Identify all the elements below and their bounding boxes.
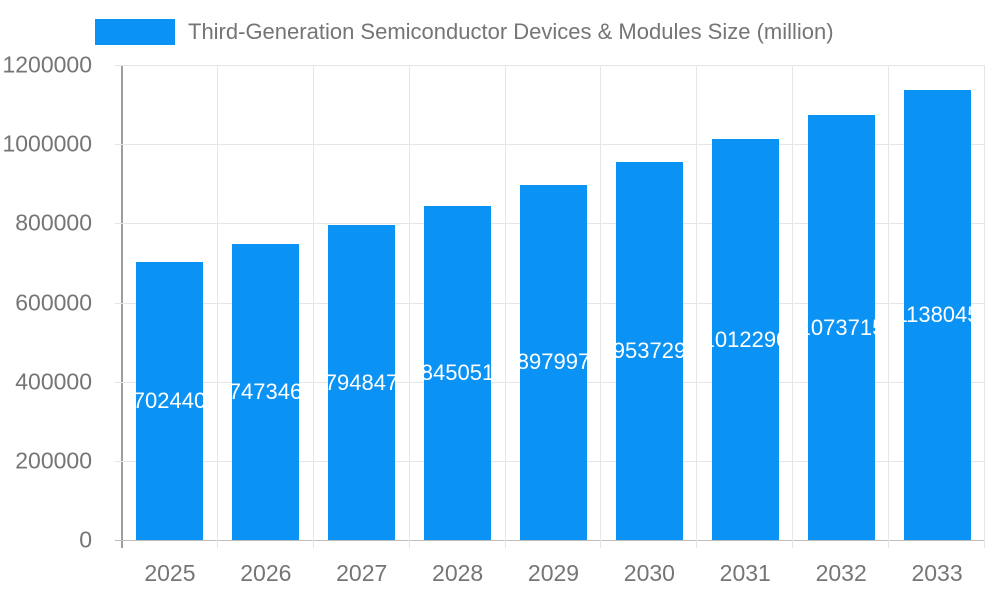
gridline-x-3 xyxy=(408,65,410,548)
bar-value-label-2031: 1012290 xyxy=(712,326,779,352)
x-axis-label-2032: 2032 xyxy=(815,560,867,586)
x-axis-label-2029: 2029 xyxy=(527,560,580,586)
gridline-x-8 xyxy=(888,65,890,548)
gridline-x-1 xyxy=(216,65,218,548)
gridline-x-4 xyxy=(504,65,506,548)
x-axis-label-2028: 2028 xyxy=(432,560,484,586)
chart-legend: Third-Generation Semiconductor Devices &… xyxy=(95,19,834,45)
x-axis-label-2033: 2033 xyxy=(911,560,963,586)
plot-area: 0 200000 400000 600000 800000 1000000 1200000 7… xyxy=(2,52,985,586)
y-axis-line xyxy=(121,65,123,548)
y-axis-label-1000000: 1000000 xyxy=(2,130,92,157)
bar-value-label-2025: 702440 xyxy=(136,387,203,413)
gridline-x-6 xyxy=(696,65,698,548)
gridline-x-7 xyxy=(792,65,794,548)
gridline-x-2 xyxy=(312,65,314,548)
bar-value-label-2029: 897997 xyxy=(520,349,587,375)
gridline-y-0 xyxy=(115,540,985,541)
bar-value-label-2026: 747346 xyxy=(232,379,299,405)
x-axis-label-2025: 2025 xyxy=(144,560,196,586)
legend-series-label: Third-Generation Semiconductor Devices &… xyxy=(188,19,834,44)
bar-value-label-2032: 1073715 xyxy=(808,314,875,340)
bar-2029[interactable]: 897997 xyxy=(520,184,587,540)
legend-swatch xyxy=(95,19,175,45)
gridline-x-5 xyxy=(600,65,602,548)
gridline-y-1200000 xyxy=(115,65,985,66)
y-axis-label-1200000: 1200000 xyxy=(2,51,92,78)
bar-value-label-2028: 845051 xyxy=(424,359,491,385)
bar-2026[interactable]: 747346 xyxy=(232,244,299,540)
gridline-x-9 xyxy=(984,65,985,548)
x-axis-label-2030: 2030 xyxy=(623,560,675,586)
y-axis-label-600000: 600000 xyxy=(15,289,92,315)
x-axis-label-2031: 2031 xyxy=(719,560,771,586)
bar-2031[interactable]: 1012290 xyxy=(712,139,779,540)
y-axis-label-200000: 200000 xyxy=(15,447,92,474)
bar-value-label-2033: 1138045 xyxy=(904,301,971,327)
y-axis-label-800000: 800000 xyxy=(15,209,92,236)
bar-2028[interactable]: 845051 xyxy=(424,205,491,540)
x-axis-label-2026: 2026 xyxy=(240,560,292,586)
gridline-y-1000000 xyxy=(115,144,985,146)
bar-2030[interactable]: 953729 xyxy=(616,162,683,540)
bar-2032[interactable]: 1073715 xyxy=(808,115,875,540)
bar-2033[interactable]: 1138045 xyxy=(904,89,971,540)
bar-value-label-2027: 794847 xyxy=(328,369,395,395)
bar-value-label-2030: 953729 xyxy=(616,338,683,364)
y-axis-label-400000: 400000 xyxy=(15,368,92,395)
bar-2025[interactable]: 702440 xyxy=(136,261,203,540)
y-axis-label-0: 0 xyxy=(79,526,92,553)
bar-2027[interactable]: 794847 xyxy=(328,225,395,540)
x-axis-label-2027: 2027 xyxy=(336,560,388,586)
